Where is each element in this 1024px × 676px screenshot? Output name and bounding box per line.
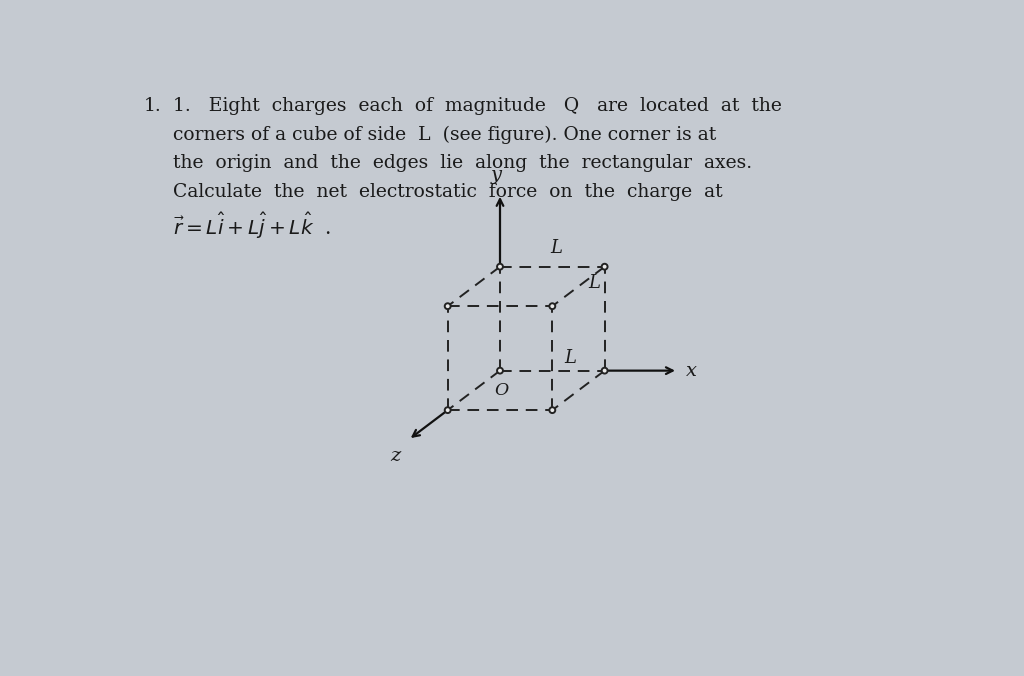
Text: $\vec{r}=L\hat{i}+L\hat{j}+L\hat{k}$  .: $\vec{r}=L\hat{i}+L\hat{j}+L\hat{k}$ . xyxy=(173,211,331,241)
Circle shape xyxy=(444,407,451,413)
Text: 1.: 1. xyxy=(143,97,161,116)
Text: L: L xyxy=(550,239,562,257)
Text: y: y xyxy=(490,166,502,184)
Text: Calculate  the  net  electrostatic  force  on  the  charge  at: Calculate the net electrostatic force on… xyxy=(173,183,723,201)
Text: x: x xyxy=(686,362,696,380)
Circle shape xyxy=(549,407,555,413)
Circle shape xyxy=(602,264,607,270)
Text: corners of a cube of side  L  (see figure). One corner is at: corners of a cube of side L (see figure)… xyxy=(173,126,716,144)
Text: z: z xyxy=(390,448,400,466)
Text: L: L xyxy=(589,274,600,292)
Circle shape xyxy=(602,368,607,374)
Circle shape xyxy=(497,368,503,374)
Text: the  origin  and  the  edges  lie  along  the  rectangular  axes.: the origin and the edges lie along the r… xyxy=(173,154,752,172)
Text: 1.   Eight  charges  each  of  magnitude   Q   are  located  at  the: 1. Eight charges each of magnitude Q are… xyxy=(173,97,782,116)
Circle shape xyxy=(497,264,503,270)
Circle shape xyxy=(549,304,555,309)
Text: O: O xyxy=(495,382,509,400)
Circle shape xyxy=(444,304,451,309)
Text: L: L xyxy=(564,349,577,367)
